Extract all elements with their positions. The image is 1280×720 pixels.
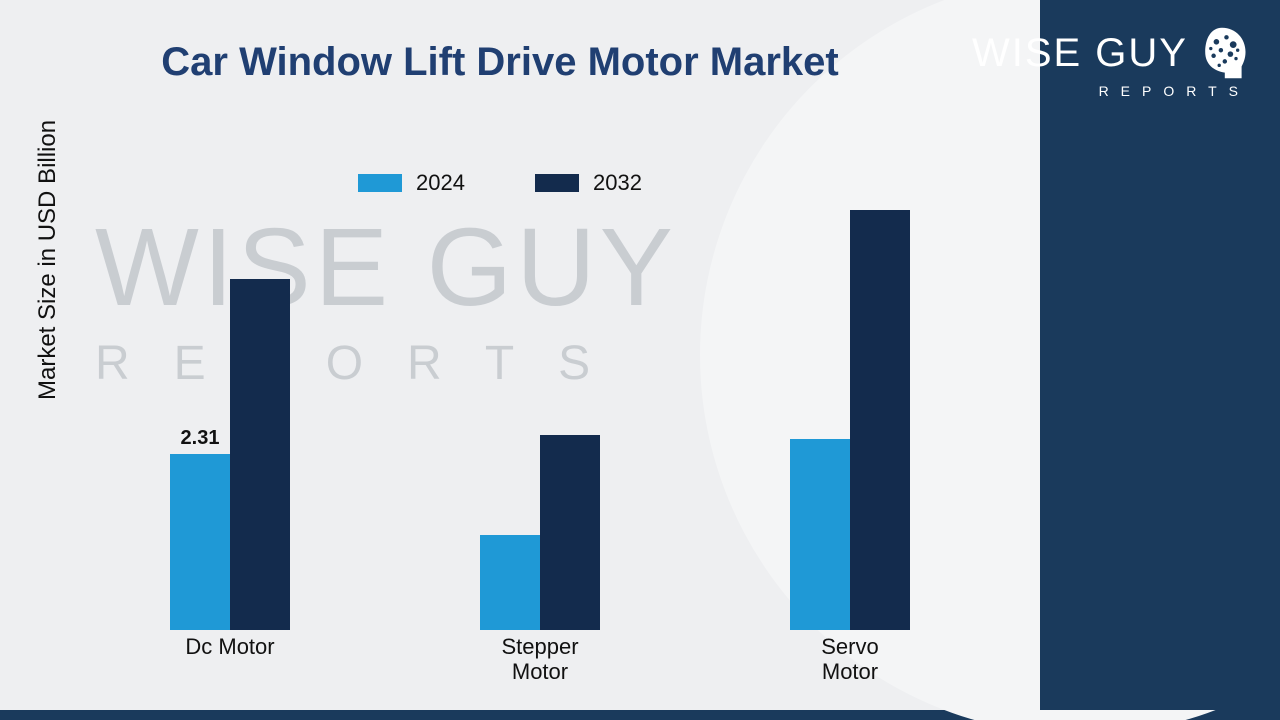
legend-swatch-2024: [358, 174, 402, 192]
bar-value-label: 2.31: [181, 427, 220, 450]
logo-text-sub: REPORTS: [972, 83, 1250, 99]
bar: [790, 439, 850, 630]
x-axis-label: Stepper Motor: [501, 634, 578, 685]
head-icon: [1194, 25, 1250, 81]
bar-group: [170, 279, 290, 630]
x-axis-label: Dc Motor: [185, 634, 274, 659]
bar: [230, 279, 290, 630]
brand-logo: WISE GUY REPORTS: [972, 25, 1250, 99]
legend-swatch-2032: [535, 174, 579, 192]
y-axis-label: Market Size in USD Billion: [34, 120, 62, 400]
legend-item-2024: 2024: [358, 170, 465, 196]
right-panel: [1040, 0, 1280, 710]
legend-label-2032: 2032: [593, 170, 642, 196]
bar: [480, 535, 540, 630]
legend: 2024 2032: [0, 170, 1000, 196]
legend-label-2024: 2024: [416, 170, 465, 196]
chart-stage: WISE GUY REPORTS WISE GUY REPORTS Car Wi…: [0, 0, 1280, 720]
bar-group: [480, 435, 600, 630]
bar: [540, 435, 600, 630]
plot-area: 2.31: [110, 210, 990, 630]
x-axis-labels: Dc Motor Stepper Motor Servo Motor: [110, 634, 990, 694]
x-axis-label: Servo Motor: [821, 634, 878, 685]
bar-group: [790, 210, 910, 630]
chart-area: 2.31: [110, 210, 990, 630]
bar: [850, 210, 910, 630]
chart-title: Car Window Lift Drive Motor Market: [0, 40, 1000, 85]
bar: [170, 454, 230, 630]
legend-item-2032: 2032: [535, 170, 642, 196]
logo-text-main: WISE GUY: [972, 33, 1188, 73]
